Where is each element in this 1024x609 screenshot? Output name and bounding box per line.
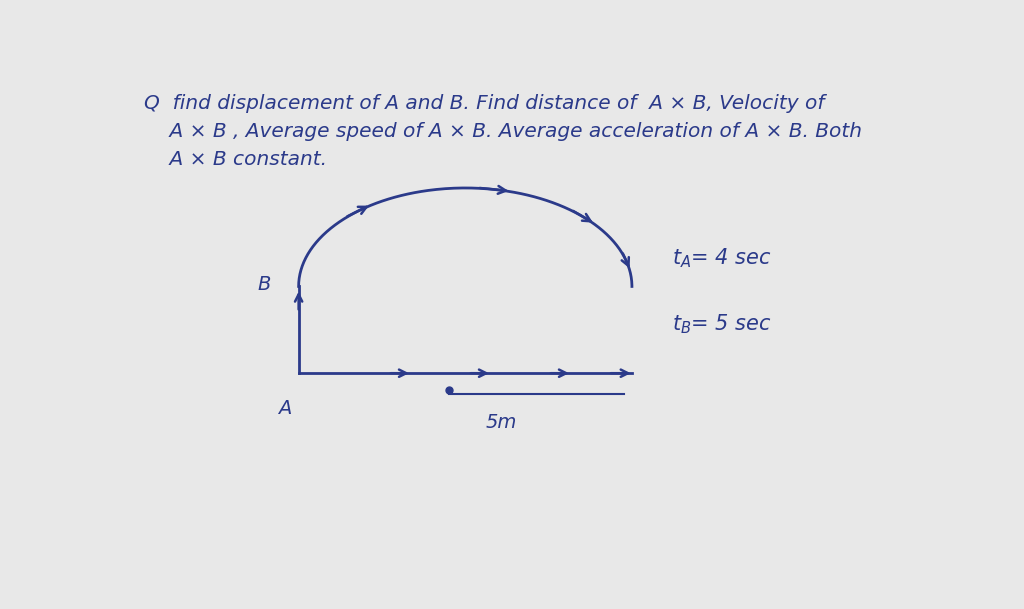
Text: A × B , Average speed of A × B. Average acceleration of A × B. Both: A × B , Average speed of A × B. Average …: [143, 122, 862, 141]
Text: $t_A$= 4 sec: $t_A$= 4 sec: [672, 247, 771, 270]
Text: B: B: [257, 275, 270, 294]
Text: 5m: 5m: [485, 413, 517, 432]
Text: $t_B$= 5 sec: $t_B$= 5 sec: [672, 312, 771, 336]
Text: A: A: [278, 399, 291, 418]
Text: Q  find displacement of A and B. Find distance of  A × B, Velocity of: Q find displacement of A and B. Find dis…: [143, 94, 824, 113]
Text: A × B constant.: A × B constant.: [143, 150, 327, 169]
